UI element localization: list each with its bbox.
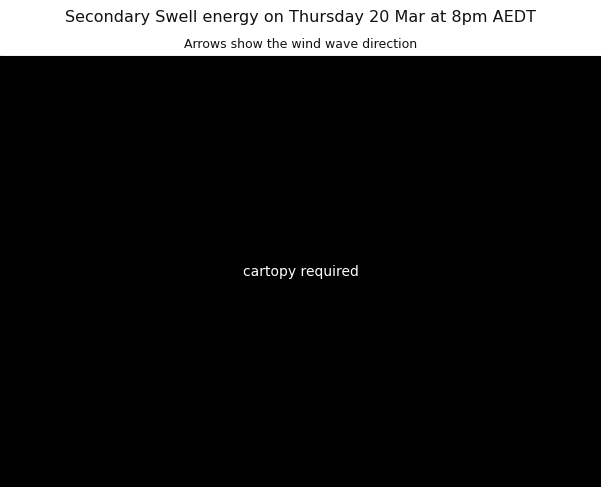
Text: cartopy required: cartopy required xyxy=(243,264,358,279)
Text: Secondary Swell energy on Thursday 20 Mar at 8pm AEDT: Secondary Swell energy on Thursday 20 Ma… xyxy=(65,10,536,25)
Text: Arrows show the wind wave direction: Arrows show the wind wave direction xyxy=(184,38,417,51)
